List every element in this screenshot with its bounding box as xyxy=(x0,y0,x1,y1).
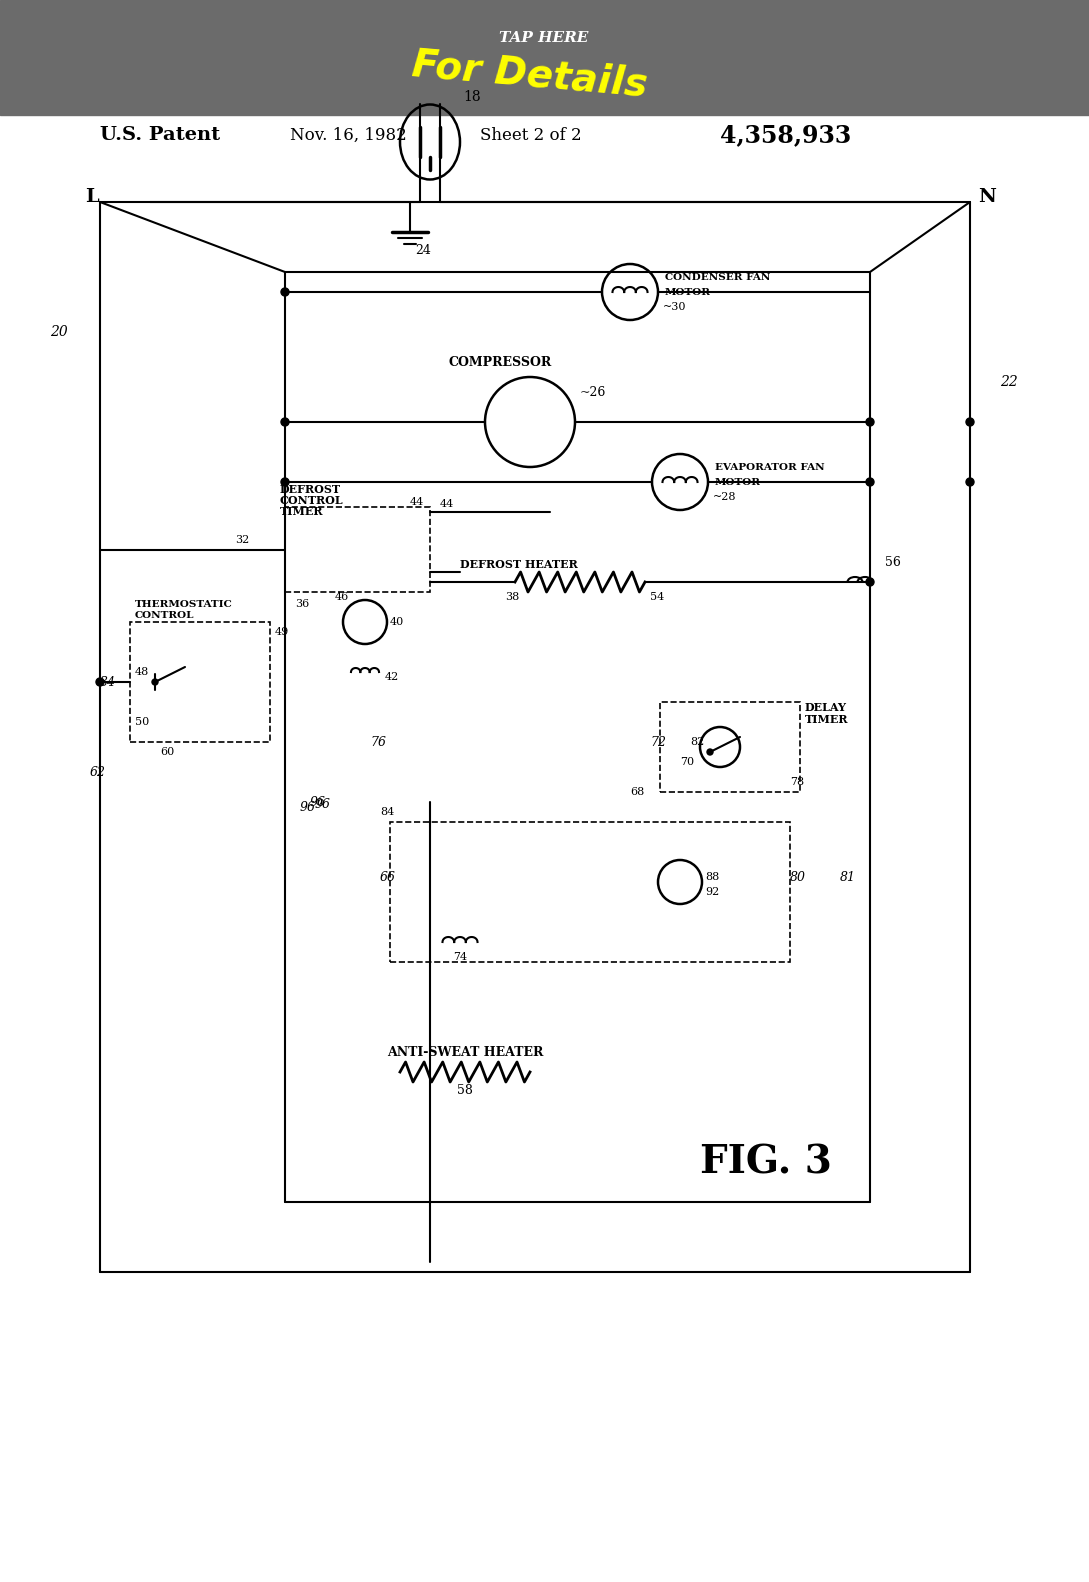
Text: 24: 24 xyxy=(415,244,431,256)
Text: 44: 44 xyxy=(409,497,425,506)
Text: 80: 80 xyxy=(790,870,806,883)
Text: 96: 96 xyxy=(310,796,326,808)
Text: 70: 70 xyxy=(680,758,694,767)
Text: L: L xyxy=(85,188,99,206)
Circle shape xyxy=(281,288,289,296)
Text: CONTROL: CONTROL xyxy=(280,495,344,506)
Text: 44: 44 xyxy=(440,498,454,509)
Text: 68: 68 xyxy=(631,786,645,797)
Text: EVAPORATOR FAN: EVAPORATOR FAN xyxy=(715,462,824,471)
Circle shape xyxy=(866,478,874,486)
Circle shape xyxy=(281,478,289,486)
Text: 40: 40 xyxy=(390,617,404,626)
Text: 96: 96 xyxy=(315,797,331,810)
Text: ~28: ~28 xyxy=(713,492,736,501)
Text: 56: 56 xyxy=(885,555,901,568)
Circle shape xyxy=(966,478,974,486)
Text: 50: 50 xyxy=(135,717,149,728)
Bar xyxy=(660,702,800,793)
Text: 82: 82 xyxy=(690,737,705,747)
Text: 49: 49 xyxy=(276,626,290,638)
Text: MOTOR: MOTOR xyxy=(715,478,761,487)
Text: Sheet 2 of 2: Sheet 2 of 2 xyxy=(480,127,582,144)
Text: 96: 96 xyxy=(299,800,316,813)
Text: 32: 32 xyxy=(235,535,249,544)
Text: 76: 76 xyxy=(370,736,386,748)
Text: 84: 84 xyxy=(380,807,394,816)
Text: 22: 22 xyxy=(1000,375,1018,389)
Text: ~26: ~26 xyxy=(580,386,607,399)
Text: TAP HERE: TAP HERE xyxy=(500,32,589,44)
Circle shape xyxy=(152,679,158,685)
Text: U.S. Patent: U.S. Patent xyxy=(100,127,220,144)
Circle shape xyxy=(96,679,105,687)
Text: 46: 46 xyxy=(335,592,350,603)
Text: 38: 38 xyxy=(505,592,519,603)
Text: 81: 81 xyxy=(840,870,856,883)
Text: For Details: For Details xyxy=(411,46,649,104)
Text: MOTOR: MOTOR xyxy=(665,288,711,296)
Circle shape xyxy=(866,418,874,426)
Text: TIMER: TIMER xyxy=(805,713,848,725)
Text: COMPRESSOR: COMPRESSOR xyxy=(449,356,552,369)
Text: 60: 60 xyxy=(160,747,174,758)
Text: 20: 20 xyxy=(50,324,68,339)
Text: 34: 34 xyxy=(100,676,117,688)
Circle shape xyxy=(966,418,974,426)
Text: 74: 74 xyxy=(453,952,467,962)
Bar xyxy=(390,823,790,962)
Text: 42: 42 xyxy=(386,672,400,682)
Text: FIG. 3: FIG. 3 xyxy=(700,1144,832,1182)
Text: 4,358,933: 4,358,933 xyxy=(720,123,852,147)
Text: DEFROST: DEFROST xyxy=(280,484,341,495)
Circle shape xyxy=(281,418,289,426)
Text: DEFROST HEATER: DEFROST HEATER xyxy=(460,558,578,570)
Text: TIMER: TIMER xyxy=(280,506,323,516)
Text: 48: 48 xyxy=(135,668,149,677)
Text: 78: 78 xyxy=(790,777,804,786)
Text: 92: 92 xyxy=(705,888,719,897)
Bar xyxy=(0,0,1089,115)
Circle shape xyxy=(707,748,713,755)
Bar xyxy=(130,622,270,742)
Text: Nov. 16, 1982: Nov. 16, 1982 xyxy=(290,127,407,144)
Bar xyxy=(285,506,430,592)
Text: DELAY: DELAY xyxy=(805,701,847,712)
Text: 18: 18 xyxy=(463,90,480,104)
Text: ~30: ~30 xyxy=(663,302,686,312)
Text: 54: 54 xyxy=(650,592,664,603)
Text: 62: 62 xyxy=(90,766,106,778)
Text: 72: 72 xyxy=(650,736,666,748)
Text: 58: 58 xyxy=(457,1084,473,1096)
Text: N: N xyxy=(978,188,995,206)
Text: 36: 36 xyxy=(295,600,309,609)
Text: CONTROL: CONTROL xyxy=(135,611,195,620)
Text: 88: 88 xyxy=(705,872,719,883)
Text: THERMOSTATIC: THERMOSTATIC xyxy=(135,600,233,609)
Text: ANTI-SWEAT HEATER: ANTI-SWEAT HEATER xyxy=(387,1046,543,1058)
Text: CONDENSER FAN: CONDENSER FAN xyxy=(665,272,770,282)
Text: 66: 66 xyxy=(380,870,396,883)
Circle shape xyxy=(866,577,874,585)
